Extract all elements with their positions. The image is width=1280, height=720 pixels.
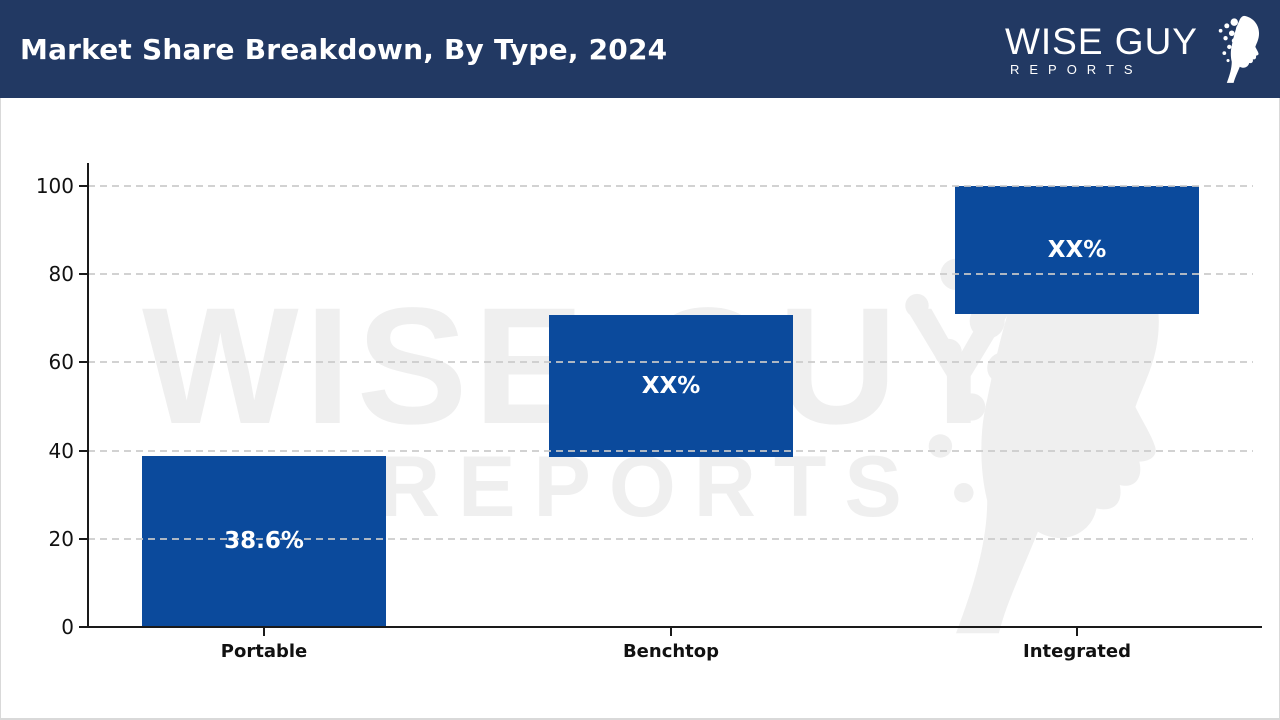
gridline-20 — [88, 538, 1253, 540]
wiseguy-logo: WISE GUY REPORTS — [1005, 8, 1264, 92]
gridline-40 — [88, 450, 1253, 452]
logo-line1: WISE GUY — [1004, 21, 1198, 62]
y-tick-label-0: 0 — [61, 615, 74, 639]
y-tick-label-60: 60 — [48, 350, 74, 374]
y-tick-label-20: 20 — [48, 527, 74, 551]
y-tick-label-100: 100 — [35, 174, 74, 198]
y-tick-label-80: 80 — [48, 262, 74, 286]
canvas-border-bottom — [0, 718, 1280, 720]
wiseguy-logo-wordmark: WISE GUY REPORTS — [1005, 22, 1198, 78]
y-tick-100 — [79, 185, 88, 187]
page-title: Market Share Breakdown, By Type, 2024 — [20, 32, 668, 66]
bar-value-label-integrated: XX% — [1047, 237, 1107, 263]
y-tick-80 — [79, 273, 88, 275]
x-tick-label-benchtop: Benchtop — [622, 641, 720, 662]
bar-value-label-benchtop: XX% — [641, 373, 701, 399]
header-bar: Market Share Breakdown, By Type, 2024 WI… — [0, 0, 1280, 98]
x-tick-portable — [263, 628, 265, 636]
canvas-border-left — [0, 98, 1, 720]
x-tick-integrated — [1076, 628, 1078, 636]
x-tick-label-portable: Portable — [220, 641, 308, 662]
gridline-100 — [88, 185, 1253, 187]
y-tick-20 — [79, 538, 88, 540]
bar-benchtop — [549, 315, 793, 457]
gridline-80 — [88, 273, 1253, 275]
logo-line2: REPORTS — [1009, 62, 1143, 77]
y-tick-60 — [79, 361, 88, 363]
x-tick-benchtop — [670, 628, 672, 636]
x-axis-line — [87, 626, 1262, 628]
y-axis-line — [87, 163, 89, 628]
wiseguy-face-icon — [1218, 15, 1260, 83]
y-tick-label-40: 40 — [48, 439, 74, 463]
bar-value-label-portable: 38.6% — [224, 528, 304, 554]
bar-integrated — [955, 186, 1199, 314]
x-tick-label-integrated: Integrated — [1023, 641, 1131, 662]
y-tick-0 — [79, 626, 88, 628]
y-tick-40 — [79, 450, 88, 452]
bar-portable — [142, 456, 386, 627]
gridline-60 — [88, 361, 1253, 363]
